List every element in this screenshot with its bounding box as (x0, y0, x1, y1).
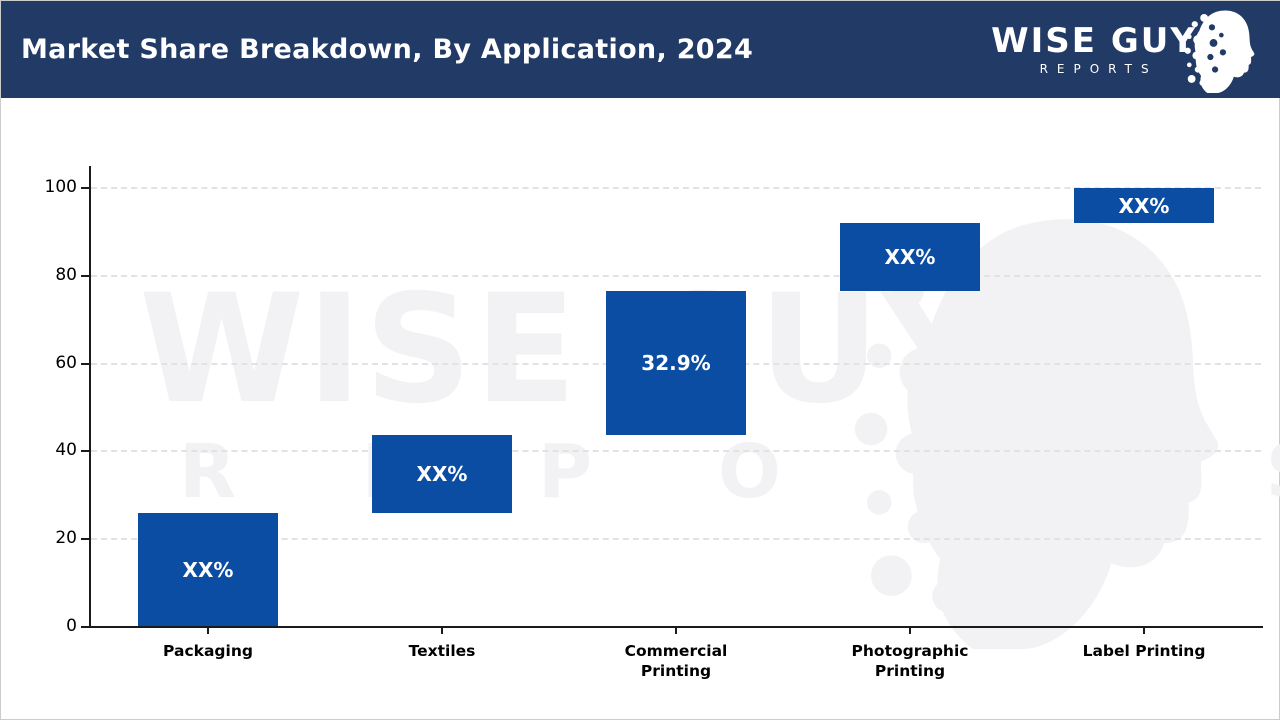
y-axis-tick-label: 0 (66, 616, 77, 636)
x-axis-tick (675, 628, 677, 634)
x-axis-tick (909, 628, 911, 634)
waterfall-bar-photographic-printing: XX% (840, 223, 980, 291)
brand-subname: REPORTS (1039, 61, 1158, 76)
y-axis-tick (81, 626, 89, 628)
page-title: Market Share Breakdown, By Application, … (21, 34, 754, 65)
bar-value-label: 32.9% (641, 350, 711, 375)
x-axis-category-label: Commercial Printing (624, 642, 728, 681)
brand-name: WISE GUY (991, 20, 1197, 61)
y-axis-tick (81, 187, 89, 189)
bar-value-label: XX% (416, 462, 468, 486)
y-axis-line (89, 166, 91, 628)
x-axis-tick (441, 628, 443, 634)
y-axis-tick (81, 450, 89, 453)
x-axis-category-label: Photographic Printing (851, 642, 969, 681)
x-axis-category-label: Packaging (163, 642, 253, 660)
y-gridline (91, 538, 1261, 541)
x-axis-line (89, 626, 1263, 628)
waterfall-bar-label-printing: XX% (1074, 188, 1214, 224)
watermark-text-wise-guy: WISE GUY (139, 263, 993, 437)
x-axis-category-label: Textiles (408, 642, 476, 660)
y-axis-tick (81, 362, 89, 365)
waterfall-bar-textiles: XX% (372, 435, 512, 513)
bar-value-label: XX% (884, 244, 936, 269)
y-axis-tick-label: 40 (55, 440, 77, 461)
y-axis-tick-label: 100 (44, 177, 77, 197)
bar-value-label: XX% (182, 557, 234, 582)
brand-head-icon (1184, 9, 1255, 93)
y-gridline (91, 450, 1261, 453)
watermark-head-icon (854, 219, 1219, 649)
header: Market Share Breakdown, By Application, … (1, 1, 1280, 98)
bar-value-label: XX% (1118, 193, 1170, 218)
y-axis-tick-label: 20 (55, 528, 77, 549)
waterfall-bar-commercial-printing: 32.9% (606, 290, 746, 436)
x-axis-tick (207, 628, 209, 634)
x-axis-category-label: Label Printing (1082, 642, 1206, 660)
brand-logo: WISE GUY REPORTS (991, 7, 1255, 93)
y-gridline (91, 274, 1261, 277)
y-axis-tick (81, 538, 89, 541)
y-axis-tick-label: 80 (55, 264, 77, 285)
y-axis-tick-label: 60 (55, 352, 77, 373)
brand-logo-text: WISE GUY REPORTS (991, 24, 1197, 76)
x-axis-tick (1143, 628, 1145, 634)
y-gridline (91, 187, 1261, 189)
y-axis-tick (81, 274, 89, 277)
waterfall-bar-packaging: XX% (138, 512, 278, 627)
